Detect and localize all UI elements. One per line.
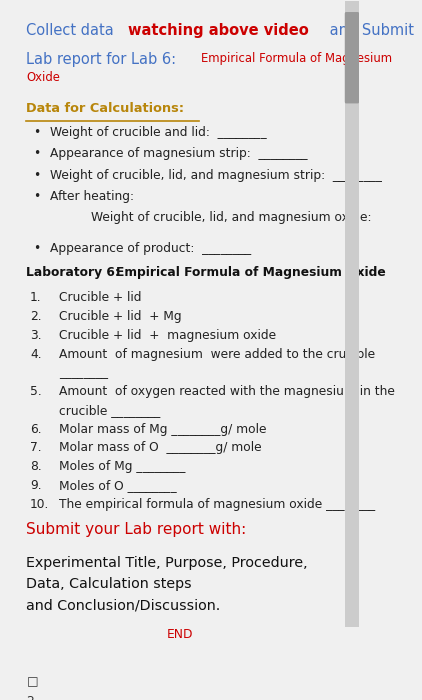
Text: Empirical Formula of Magnesium: Empirical Formula of Magnesium bbox=[201, 52, 392, 65]
Text: Empirical Formula of Magnesium Oxide: Empirical Formula of Magnesium Oxide bbox=[116, 266, 386, 279]
Text: Weight of crucible and lid:  ________: Weight of crucible and lid: ________ bbox=[50, 126, 266, 139]
Text: 2: 2 bbox=[27, 695, 34, 700]
Text: Moles of Mg ________: Moles of Mg ________ bbox=[59, 461, 185, 473]
Text: 7.: 7. bbox=[30, 442, 42, 454]
Text: 5.: 5. bbox=[30, 385, 42, 398]
Text: Laboratory 6:: Laboratory 6: bbox=[27, 266, 120, 279]
Text: Crucible + lid  + Mg: Crucible + lid + Mg bbox=[59, 310, 181, 323]
Text: 1.: 1. bbox=[30, 291, 42, 304]
Text: 6.: 6. bbox=[30, 423, 42, 435]
Text: 9.: 9. bbox=[30, 479, 42, 492]
Text: 2.: 2. bbox=[30, 310, 42, 323]
Text: Oxide: Oxide bbox=[27, 71, 60, 84]
Text: □: □ bbox=[27, 675, 38, 688]
Text: •: • bbox=[34, 169, 41, 181]
Text: watching above video: watching above video bbox=[127, 23, 308, 38]
Text: Amount  of oxygen reacted with the magnesium in the: Amount of oxygen reacted with the magnes… bbox=[59, 385, 395, 398]
Text: 8.: 8. bbox=[30, 461, 42, 473]
Text: 10.: 10. bbox=[30, 498, 49, 511]
FancyBboxPatch shape bbox=[345, 12, 359, 104]
Text: The empirical formula of magnesium oxide ________: The empirical formula of magnesium oxide… bbox=[59, 498, 375, 511]
Text: Crucible + lid  +  magnesium oxide: Crucible + lid + magnesium oxide bbox=[59, 329, 276, 342]
Text: and Submit: and Submit bbox=[325, 23, 414, 38]
Text: Molar mass of Mg ________g/ mole: Molar mass of Mg ________g/ mole bbox=[59, 423, 266, 435]
Text: Experimental Title, Purpose, Procedure,
Data, Calculation steps
and Conclusion/D: Experimental Title, Purpose, Procedure, … bbox=[27, 556, 308, 612]
Text: 3.: 3. bbox=[30, 329, 42, 342]
Text: ________: ________ bbox=[59, 366, 108, 379]
Text: crucible ________: crucible ________ bbox=[59, 404, 160, 417]
Text: Crucible + lid: Crucible + lid bbox=[59, 291, 141, 304]
Text: •: • bbox=[34, 147, 41, 160]
Text: Molar mass of O  ________g/ mole: Molar mass of O ________g/ mole bbox=[59, 442, 261, 454]
FancyBboxPatch shape bbox=[345, 1, 360, 627]
Text: After heating:: After heating: bbox=[50, 190, 134, 203]
Text: Appearance of product:  ________: Appearance of product: ________ bbox=[50, 242, 251, 256]
Text: •: • bbox=[34, 126, 41, 139]
Text: Data for Calculations:: Data for Calculations: bbox=[27, 102, 184, 116]
Text: 4.: 4. bbox=[30, 348, 42, 360]
Text: •: • bbox=[34, 242, 41, 256]
Text: Amount  of magnesium  were added to the crucible: Amount of magnesium were added to the cr… bbox=[59, 348, 375, 360]
Text: •: • bbox=[34, 190, 41, 203]
Text: Lab report for Lab 6:: Lab report for Lab 6: bbox=[27, 52, 186, 67]
Text: Appearance of magnesium strip:  ________: Appearance of magnesium strip: ________ bbox=[50, 147, 307, 160]
Text: Collect data: Collect data bbox=[27, 23, 119, 38]
Text: Submit your Lab report with:: Submit your Lab report with: bbox=[27, 522, 247, 537]
Text: Moles of O ________: Moles of O ________ bbox=[59, 479, 176, 492]
Text: END: END bbox=[167, 628, 194, 641]
Text: Weight of crucible, lid, and magnesium strip:  ________: Weight of crucible, lid, and magnesium s… bbox=[50, 169, 381, 181]
Text: Weight of crucible, lid, and magnesium oxide:: Weight of crucible, lid, and magnesium o… bbox=[91, 211, 371, 224]
